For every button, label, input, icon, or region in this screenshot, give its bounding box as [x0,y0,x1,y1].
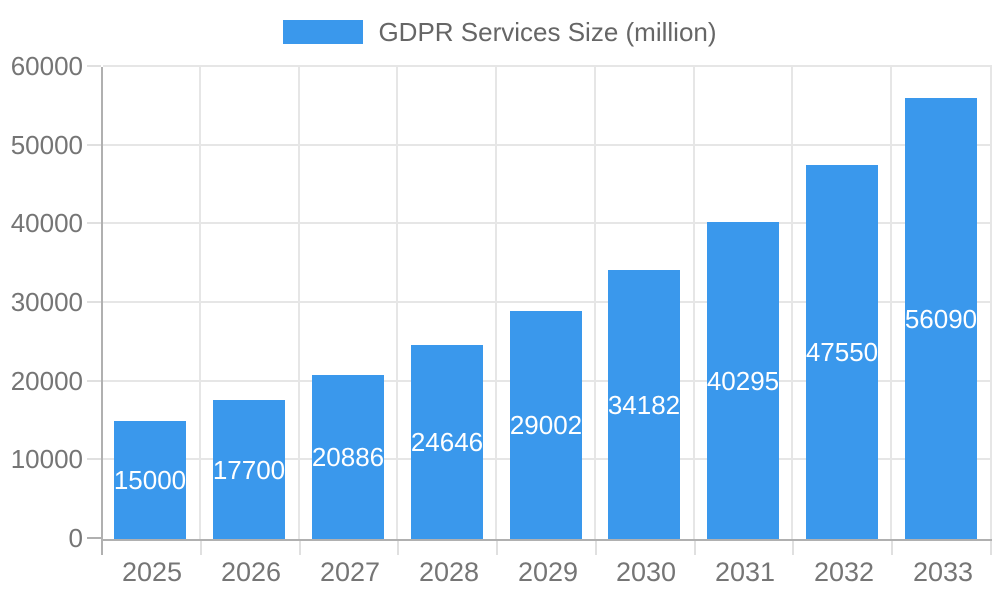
x-axis-tick [792,541,794,555]
x-tick-label: 2033 [912,557,974,587]
gridline-vertical [693,67,695,539]
x-axis-tick [595,541,597,555]
x-axis-tick [891,541,893,555]
gridline-horizontal [103,222,992,224]
bar-value-label: 40295 [706,365,780,396]
bar[interactable]: 56090 [905,98,977,539]
legend[interactable]: GDPR Services Size (million) [0,16,1000,48]
x-tick-label: 2026 [220,557,282,587]
gridline-vertical [495,67,497,539]
gridline-horizontal [103,65,992,67]
x-tick-label: 2028 [418,557,480,587]
bar[interactable]: 20886 [312,375,384,539]
plot-area: 15000 17700 20886 24646 29002 34182 40295 47550… [101,65,992,541]
x-axis-tick [496,541,498,555]
bar-value-label: 29002 [509,410,583,440]
gridline-vertical [199,67,201,539]
gridline-vertical [396,67,398,539]
x-tick-label: 2029 [517,557,579,587]
gridline-vertical [990,67,992,539]
y-axis-tick [87,537,101,539]
bar-value-label: 56090 [904,303,978,334]
bar[interactable]: 29002 [510,311,582,539]
y-tick-label: 10000 [10,444,83,474]
bar-value-label: 15000 [113,465,187,495]
x-axis-tick [397,541,399,555]
x-axis-tick [694,541,696,555]
x-axis-tick [101,541,103,555]
y-axis-tick [87,65,101,67]
y-tick-label: 40000 [10,208,83,238]
gridline-horizontal [103,144,992,146]
x-axis-tick [990,541,992,555]
legend-label: GDPR Services Size (million) [378,16,717,47]
gridline-vertical [791,67,793,539]
bar[interactable]: 15000 [114,421,186,539]
y-tick-label: 20000 [10,366,83,396]
bar[interactable]: 24646 [411,345,483,539]
x-tick-label: 2031 [714,557,776,587]
x-tick-label: 2025 [121,557,183,587]
y-tick-label: 50000 [10,130,83,160]
bar-value-label: 17700 [212,454,286,485]
gridline-vertical [298,67,300,539]
x-tick-label: 2030 [615,557,677,587]
y-axis-tick [87,144,101,146]
legend-swatch [283,20,364,44]
bar[interactable]: 17700 [213,400,285,539]
bar[interactable]: 40295 [707,222,779,539]
y-axis-tick [87,222,101,224]
x-axis-tick [299,541,301,555]
x-tick-label: 2032 [813,557,875,587]
y-axis-tick [87,380,101,382]
x-axis-tick [200,541,202,555]
y-tick-label: 60000 [10,51,83,81]
bar[interactable]: 34182 [608,270,680,539]
bar[interactable]: 47550 [806,165,878,539]
y-axis-tick [87,301,101,303]
bar-value-label: 47550 [805,337,879,367]
y-tick-label: 30000 [10,287,83,317]
bar-value-label: 24646 [410,427,484,457]
gridline-vertical [594,67,596,539]
bar-value-label: 34182 [607,389,681,420]
bar-value-label: 20886 [311,442,385,472]
y-tick-label: 0 [68,523,83,553]
gridline-vertical [890,67,892,539]
x-tick-label: 2027 [319,557,381,587]
y-axis-tick [87,458,101,460]
gridline-horizontal [103,301,992,303]
